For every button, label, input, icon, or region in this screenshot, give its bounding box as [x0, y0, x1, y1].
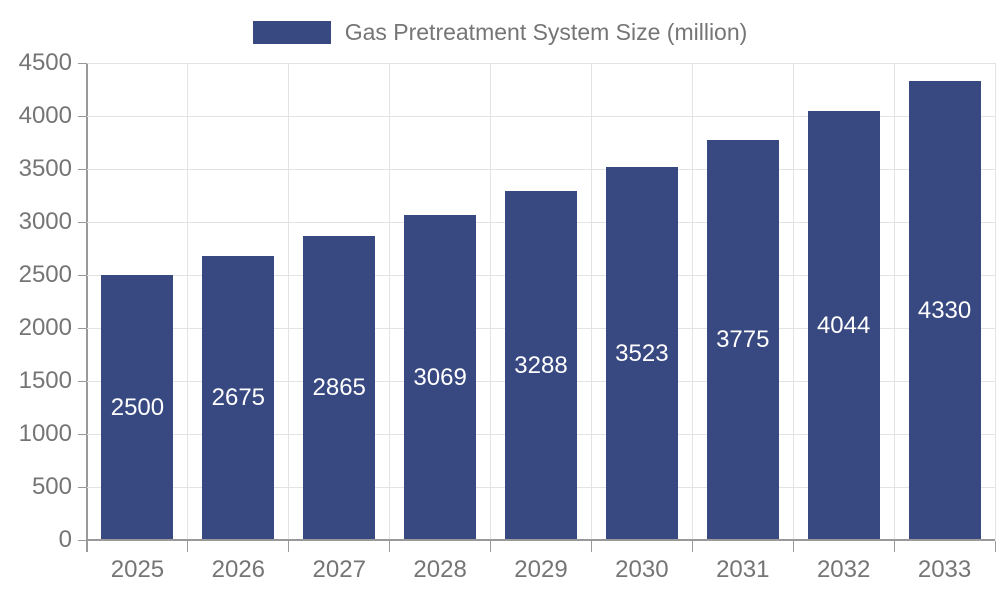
x-tick-label: 2033 — [917, 556, 972, 583]
bar[interactable]: 4330 — [908, 81, 981, 540]
x-tick-label: 2029 — [514, 556, 568, 583]
gridline-v — [792, 63, 794, 540]
gridline-v — [994, 63, 996, 540]
x-tick-label: 2030 — [615, 556, 669, 583]
x-tick-label: 2025 — [110, 556, 165, 583]
y-tick-mark — [78, 222, 87, 223]
bar[interactable]: 3288 — [505, 191, 577, 540]
bar[interactable]: 2865 — [303, 236, 376, 540]
x-tick-label: 2028 — [413, 556, 467, 583]
x-tick-label: 2031 — [716, 556, 770, 583]
bar[interactable]: 3069 — [404, 215, 477, 540]
x-tick-mark — [490, 541, 492, 552]
gridline-v — [893, 63, 895, 540]
y-tick-mark — [78, 116, 87, 117]
x-tick-mark — [792, 541, 794, 552]
x-tick-mark — [86, 541, 88, 552]
bar-value-label: 3523 — [615, 339, 669, 367]
y-axis-line — [86, 63, 88, 552]
y-tick-label: 0 — [58, 526, 72, 553]
bar-value-label: 2675 — [211, 384, 266, 411]
x-tick-mark — [187, 541, 189, 552]
y-tick-mark — [78, 540, 87, 541]
bar-value-label: 3288 — [514, 351, 568, 379]
legend[interactable]: Gas Pretreatment System Size (million) — [0, 17, 1000, 47]
y-tick-label: 4500 — [18, 49, 72, 76]
x-tick-label: 2026 — [211, 556, 266, 583]
gridline-v — [389, 63, 391, 540]
gridline-v — [590, 63, 592, 540]
bar[interactable]: 3523 — [605, 167, 678, 540]
bar[interactable]: 3775 — [706, 140, 779, 540]
x-tick-mark — [288, 541, 290, 552]
gridline-v — [187, 63, 189, 540]
y-tick-mark — [78, 434, 87, 435]
x-tick-mark — [691, 541, 693, 552]
x-tick-mark — [590, 541, 592, 552]
y-tick-label: 3500 — [18, 155, 72, 182]
gridline-v — [288, 63, 290, 540]
bar-value-label: 2865 — [312, 374, 366, 401]
y-tick-label: 1000 — [18, 420, 72, 447]
gridline-h — [87, 115, 995, 117]
plot-area: 2500 2675 2865 3069 3288 3523 3775 4044 4330 — [87, 62, 996, 540]
x-tick-mark — [893, 541, 895, 552]
x-axis-line — [87, 539, 995, 541]
y-tick-mark — [78, 275, 87, 276]
y-tick-mark — [78, 328, 87, 329]
bar-value-label: 2500 — [110, 393, 165, 421]
x-tick-mark — [389, 541, 391, 552]
y-tick-label: 2500 — [18, 261, 72, 288]
bar[interactable]: 2500 — [101, 275, 174, 540]
y-tick-label: 1500 — [18, 367, 72, 394]
legend-swatch-icon — [252, 20, 331, 44]
bar[interactable]: 2675 — [202, 256, 275, 540]
x-tick-mark — [994, 541, 996, 552]
legend-label: Gas Pretreatment System Size (million) — [344, 18, 748, 45]
bar-value-label: 3069 — [413, 363, 467, 391]
y-tick-label: 4000 — [18, 102, 72, 129]
y-tick-label: 500 — [31, 473, 72, 500]
x-tick-label: 2027 — [312, 556, 366, 583]
y-tick-mark — [78, 487, 87, 488]
y-tick-mark — [78, 63, 87, 64]
bar-value-label: 4330 — [917, 296, 972, 324]
y-tick-label: 2000 — [18, 314, 72, 341]
gridline-h — [87, 62, 995, 64]
x-tick-label: 2032 — [816, 556, 871, 583]
y-tick-mark — [78, 169, 87, 170]
bar[interactable]: 4044 — [807, 111, 880, 540]
gridline-v — [691, 63, 693, 540]
y-tick-label: 3000 — [18, 208, 72, 235]
gridline-v — [490, 63, 492, 540]
y-tick-mark — [78, 381, 87, 382]
bar-value-label: 3775 — [716, 326, 770, 353]
bar-value-label: 4044 — [816, 311, 871, 339]
gridline-h — [87, 168, 995, 170]
